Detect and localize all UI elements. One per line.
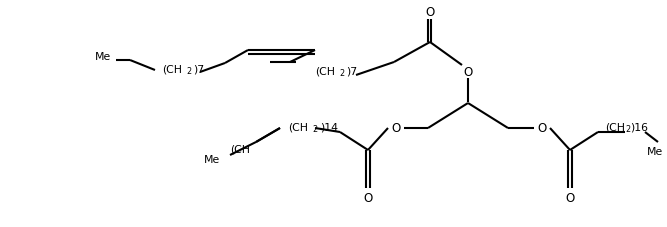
Text: O: O xyxy=(464,66,473,79)
Text: (CH: (CH xyxy=(605,123,625,133)
Text: 2: 2 xyxy=(339,69,344,79)
Text: )16: )16 xyxy=(630,123,648,133)
Text: (CH: (CH xyxy=(162,65,182,75)
Text: (CH: (CH xyxy=(315,67,335,77)
Text: (CH: (CH xyxy=(230,145,250,155)
Text: O: O xyxy=(426,7,435,20)
Text: 2: 2 xyxy=(312,126,317,135)
Text: 2: 2 xyxy=(625,126,630,135)
Text: O: O xyxy=(392,121,401,135)
Text: Me: Me xyxy=(204,155,220,165)
Text: O: O xyxy=(364,192,373,205)
Text: O: O xyxy=(538,121,547,135)
Text: Me: Me xyxy=(95,52,111,62)
Text: )7: )7 xyxy=(193,65,204,75)
Text: Me: Me xyxy=(647,147,663,157)
Text: O: O xyxy=(566,192,575,205)
Text: )7: )7 xyxy=(346,67,357,77)
Text: )14: )14 xyxy=(320,123,338,133)
Text: 2: 2 xyxy=(186,67,191,76)
Text: (CH: (CH xyxy=(288,123,308,133)
